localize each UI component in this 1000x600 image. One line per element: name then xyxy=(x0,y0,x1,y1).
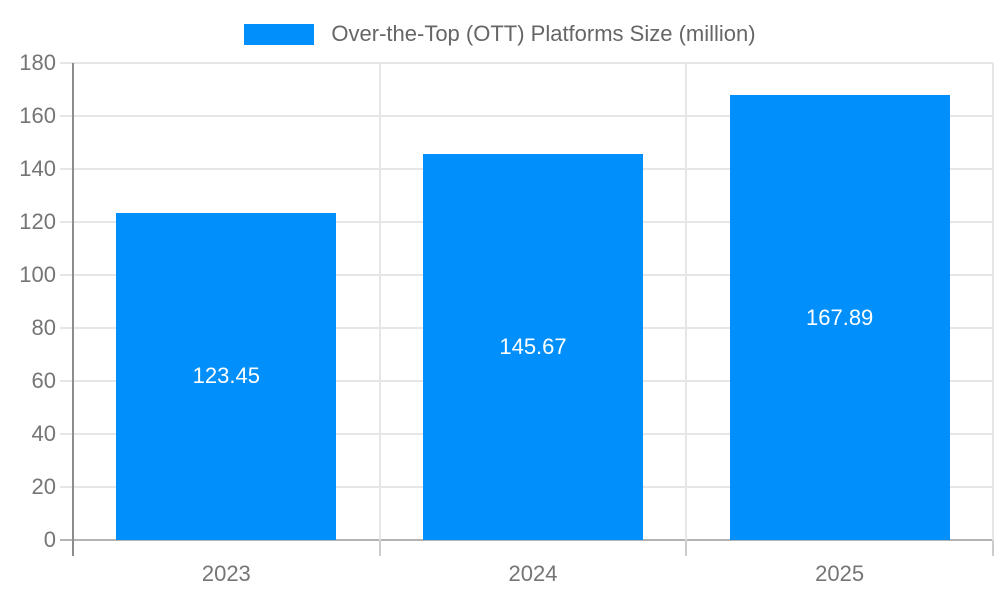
bar-value-label: 167.89 xyxy=(806,304,874,330)
y-axis-tick-label: 140 xyxy=(19,156,56,181)
y-axis-tick-label: 120 xyxy=(19,209,56,234)
category-boundary-gridline xyxy=(378,63,381,540)
y-axis-tick-label: 100 xyxy=(19,262,56,287)
legend-swatch[interactable] xyxy=(244,23,315,45)
category-boundary-gridline xyxy=(992,63,994,540)
x-axis-baseline xyxy=(60,539,993,541)
bar-value-label: 145.67 xyxy=(499,333,567,359)
x-axis-tick xyxy=(992,540,994,556)
y-axis-tick-label: 80 xyxy=(31,315,56,340)
y-axis-tick-label: 0 xyxy=(43,527,56,552)
bar-value-label: 123.45 xyxy=(192,363,260,389)
x-axis-category-label: 2025 xyxy=(815,561,865,586)
y-axis-tick-label: 20 xyxy=(31,474,56,499)
x-axis-tick xyxy=(685,540,688,556)
y-gridline xyxy=(60,62,993,64)
bar-2024[interactable] xyxy=(423,153,643,540)
y-axis-line xyxy=(72,63,74,556)
x-axis-tick xyxy=(378,540,381,556)
y-axis-tick-label: 160 xyxy=(19,103,56,128)
x-axis-category-label: 2024 xyxy=(508,561,558,586)
y-gridline xyxy=(60,115,993,117)
y-axis-tick-label: 180 xyxy=(19,50,56,75)
x-axis-category-label: 2023 xyxy=(201,561,251,586)
bar-2023[interactable] xyxy=(116,212,337,540)
category-boundary-gridline xyxy=(685,63,688,540)
y-axis-tick-label: 40 xyxy=(31,421,56,446)
legend: Over-the-Top (OTT) Platforms Size (milli… xyxy=(0,14,1000,54)
bar-2025[interactable] xyxy=(729,95,950,540)
y-axis-tick-label: 60 xyxy=(31,368,56,393)
legend-label[interactable]: Over-the-Top (OTT) Platforms Size (milli… xyxy=(331,21,756,46)
